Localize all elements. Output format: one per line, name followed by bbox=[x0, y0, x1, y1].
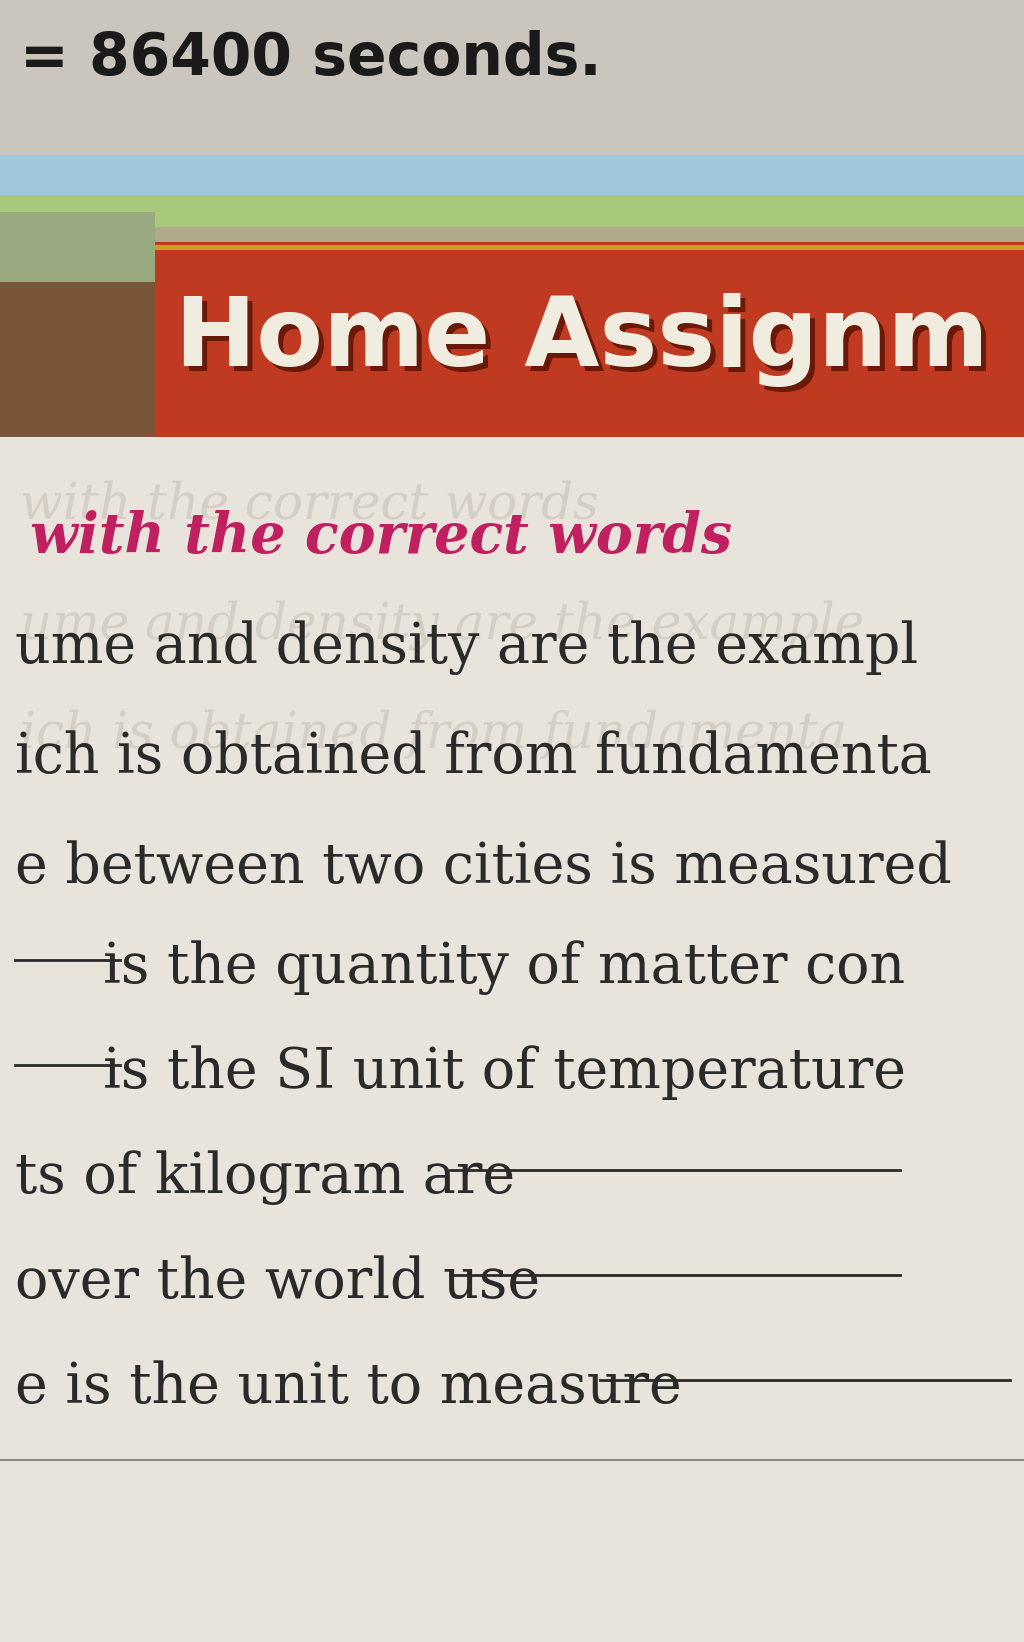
Text: is the quantity of matter con: is the quantity of matter con bbox=[15, 939, 905, 995]
FancyBboxPatch shape bbox=[0, 154, 1024, 205]
Text: with the correct words: with the correct words bbox=[20, 479, 599, 529]
FancyBboxPatch shape bbox=[0, 0, 1024, 205]
Text: e is the unit to measure: e is the unit to measure bbox=[15, 1360, 682, 1415]
FancyBboxPatch shape bbox=[0, 212, 155, 437]
Text: Home Assignm: Home Assignm bbox=[175, 292, 989, 388]
FancyBboxPatch shape bbox=[0, 227, 1024, 250]
Text: = 86400 seconds.: = 86400 seconds. bbox=[20, 30, 602, 87]
FancyBboxPatch shape bbox=[0, 282, 155, 437]
Text: with the correct words: with the correct words bbox=[30, 511, 732, 565]
Text: ts of kilogram are: ts of kilogram are bbox=[15, 1149, 515, 1205]
Text: ume and density are the exampl: ume and density are the exampl bbox=[15, 621, 919, 675]
Text: ume and density are the example: ume and density are the example bbox=[20, 599, 864, 650]
Text: ich is obtained from fundamenta: ich is obtained from fundamenta bbox=[20, 709, 847, 760]
Text: is the SI unit of temperature: is the SI unit of temperature bbox=[15, 1044, 906, 1100]
FancyBboxPatch shape bbox=[155, 245, 1024, 250]
Text: Home Assignm: Home Assignm bbox=[180, 297, 993, 392]
FancyBboxPatch shape bbox=[0, 437, 1024, 1642]
FancyBboxPatch shape bbox=[0, 241, 1024, 437]
Text: e between two cities is measured: e between two cities is measured bbox=[15, 841, 952, 895]
Text: ich is obtained from fundamenta: ich is obtained from fundamenta bbox=[15, 731, 932, 785]
FancyBboxPatch shape bbox=[0, 195, 1024, 233]
Text: over the world use: over the world use bbox=[15, 1254, 540, 1310]
